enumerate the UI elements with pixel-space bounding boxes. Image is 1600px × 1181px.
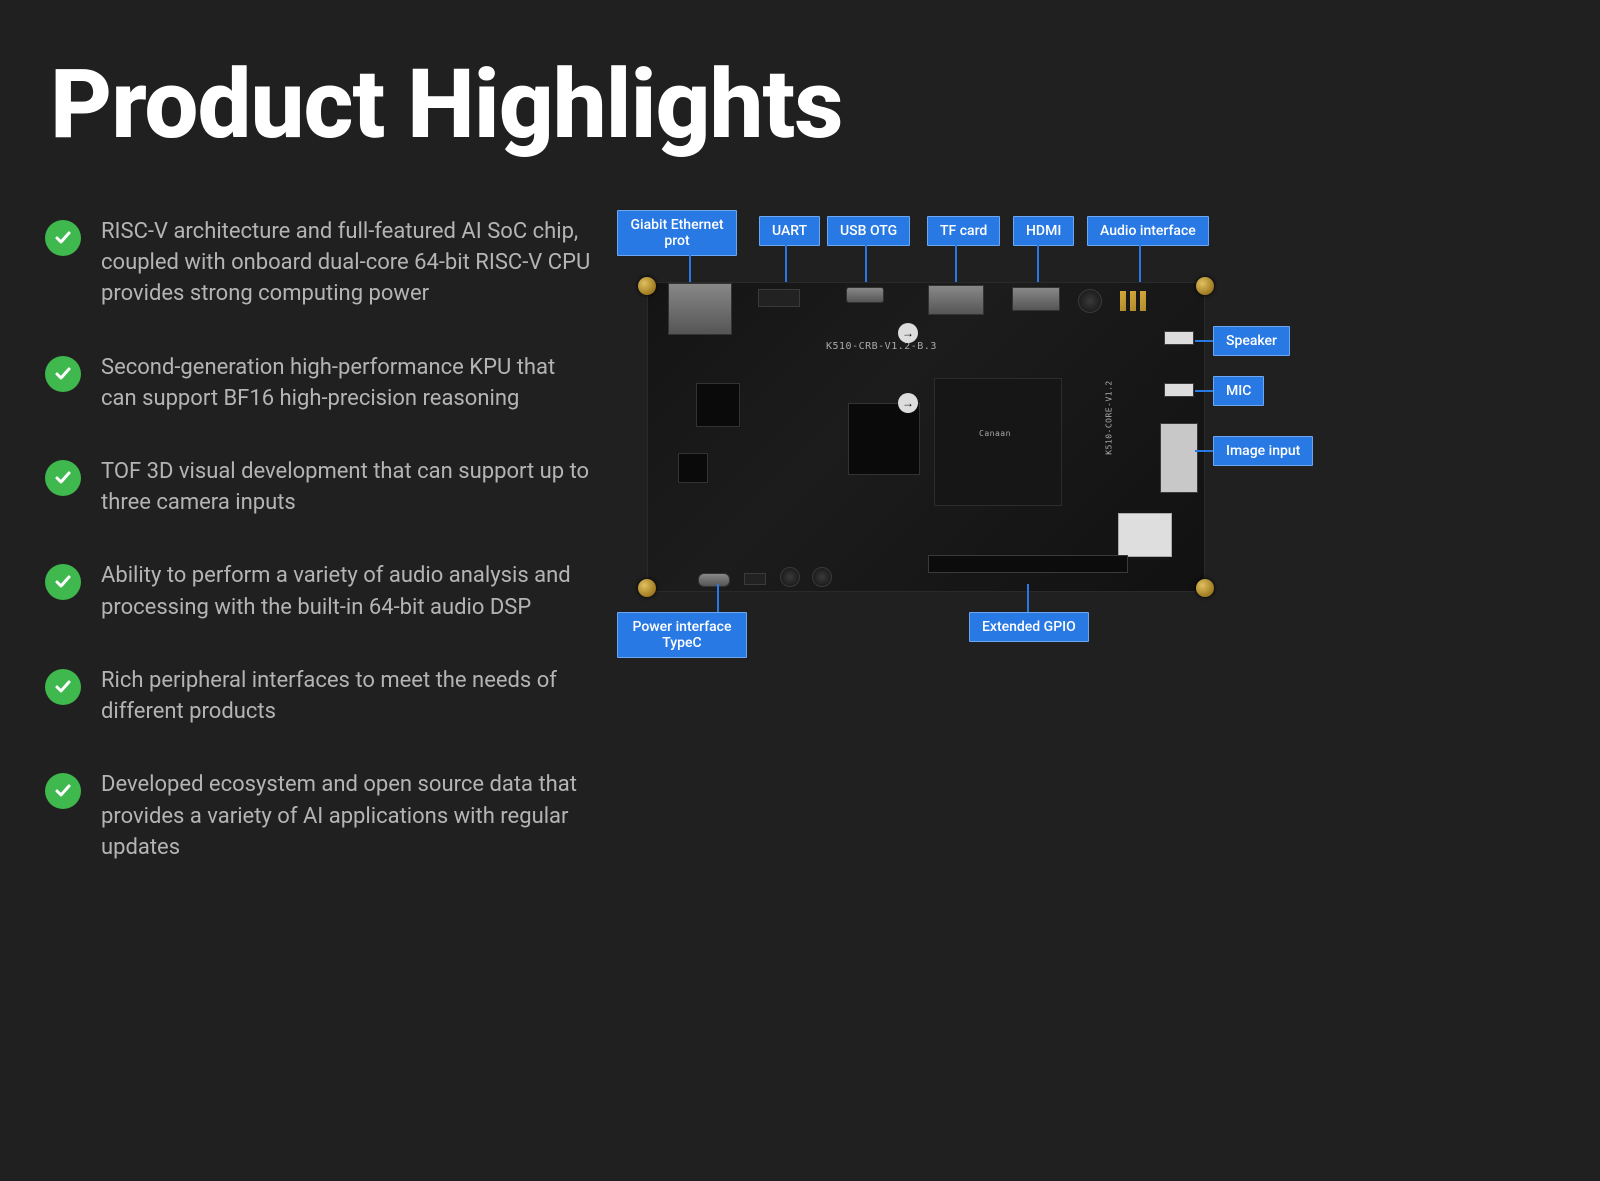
callout-label: Image input (1213, 436, 1313, 466)
callout-label: TF card (927, 216, 1000, 246)
content-wrap: RISC-V architecture and full-featured AI… (0, 156, 1600, 905)
chip (696, 383, 740, 427)
callout-label: Speaker (1213, 326, 1290, 356)
audio-jack (1078, 289, 1102, 313)
callout-leader (1195, 390, 1213, 392)
check-icon (45, 773, 81, 809)
feature-text: RISC-V architecture and full-featured AI… (101, 216, 595, 310)
usb-otg-port (846, 287, 884, 303)
callout-label: Giabit Ethernet prot (617, 210, 737, 256)
feature-text: Ability to perform a variety of audio an… (101, 560, 595, 622)
model-silk-side: K510-CORE-V1.2 (1105, 380, 1114, 454)
speaker-conn (1164, 331, 1194, 345)
features-list: RISC-V architecture and full-featured AI… (45, 216, 595, 905)
gold-contact (1130, 291, 1136, 311)
feature-item: RISC-V architecture and full-featured AI… (45, 216, 595, 310)
feature-item: Second-generation high-performance KPU t… (45, 352, 595, 414)
gold-contact (1120, 291, 1126, 311)
ethernet-port (668, 283, 732, 335)
callout-leader (717, 584, 719, 612)
check-icon (45, 460, 81, 496)
module-metal (1118, 513, 1172, 557)
usb-c-port (698, 573, 730, 587)
callout-label: HDMI (1013, 216, 1074, 246)
mic-conn (1164, 383, 1194, 397)
core-module: Canaan (934, 378, 1062, 506)
check-icon (45, 356, 81, 392)
callout-label: USB OTG (827, 216, 910, 246)
hdmi-port (1012, 287, 1060, 311)
uart-header (758, 289, 800, 307)
arrow-icon: → (898, 323, 918, 343)
pcb-board: Canaan K510-CRB-V1.2-B.3 K5 (647, 282, 1205, 592)
standoff (638, 579, 656, 597)
callout-leader (1027, 584, 1029, 612)
callout-label: UART (759, 216, 820, 246)
feature-text: TOF 3D visual development that can suppo… (101, 456, 595, 518)
feature-text: Rich peripheral interfaces to meet the n… (101, 665, 595, 727)
page-title: Product Highlights (0, 0, 1600, 156)
gold-contact (1140, 291, 1146, 311)
chip (678, 453, 708, 483)
callout-label: Audio interface (1087, 216, 1209, 246)
arrow-icon: → (898, 393, 918, 413)
callout-label: MIC (1213, 376, 1264, 406)
callout-label: Extended GPIO (969, 612, 1089, 642)
soc-chip (848, 403, 920, 475)
check-icon (45, 220, 81, 256)
callout-leader (1195, 340, 1213, 342)
standoff (638, 277, 656, 295)
jack (812, 567, 832, 587)
feature-text: Second-generation high-performance KPU t… (101, 352, 595, 414)
feature-text: Developed ecosystem and open source data… (101, 769, 595, 863)
switch (744, 573, 766, 585)
tf-card-slot (928, 285, 984, 315)
standoff (1196, 579, 1214, 597)
gpio-header (928, 555, 1128, 573)
image-input-conn (1160, 423, 1198, 493)
model-silk: K510-CRB-V1.2-B.3 (826, 341, 937, 352)
check-icon (45, 564, 81, 600)
feature-item: Developed ecosystem and open source data… (45, 769, 595, 863)
standoff (1196, 277, 1214, 295)
feature-item: Ability to perform a variety of audio an… (45, 560, 595, 622)
check-icon (45, 669, 81, 705)
callout-label: Power interface TypeC (617, 612, 747, 658)
callout-leader (1195, 450, 1213, 452)
feature-item: Rich peripheral interfaces to meet the n… (45, 665, 595, 727)
feature-item: TOF 3D visual development that can suppo… (45, 456, 595, 518)
board-diagram: Giabit Ethernet protUARTUSB OTGTF cardHD… (635, 216, 1550, 905)
jack (780, 567, 800, 587)
brand-silk: Canaan (979, 429, 1011, 438)
